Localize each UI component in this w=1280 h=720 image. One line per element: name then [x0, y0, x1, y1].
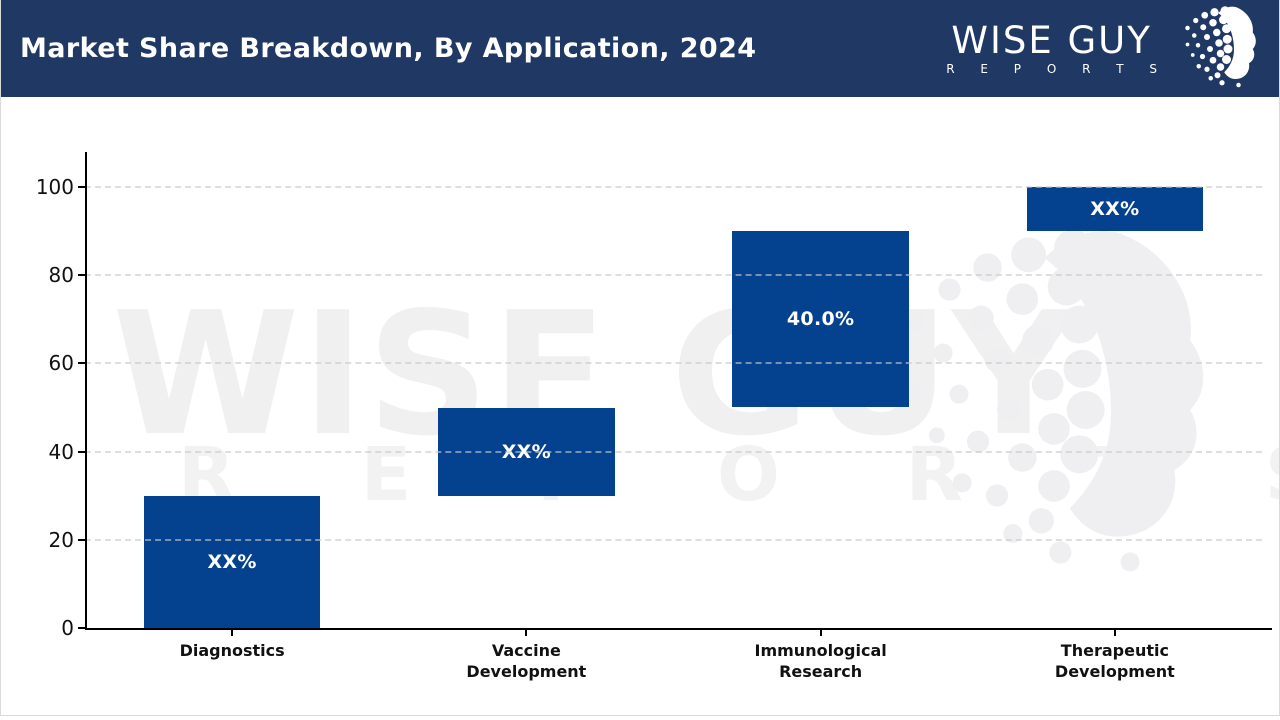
- y-tick-mark: [78, 362, 85, 365]
- y-gridline: [85, 538, 1262, 541]
- y-tick-label: 40: [48, 439, 74, 464]
- x-tick-mark: [1113, 629, 1116, 636]
- x-tick-mark: [231, 629, 234, 636]
- logo-wordmark: WISE GUY: [951, 18, 1152, 62]
- x-category-label-line: Vaccine: [491, 641, 561, 660]
- y-tick-mark: [78, 450, 85, 453]
- x-category-label-line: Development: [466, 662, 587, 681]
- x-category-label: Therapeutic Development: [985, 640, 1245, 682]
- x-axis-line: [85, 628, 1272, 630]
- y-gridline: [85, 362, 1262, 365]
- y-tick-mark: [78, 186, 85, 188]
- chart-title: Market Share Breakdown, By Application, …: [20, 33, 757, 64]
- bar: 40.0%: [732, 231, 909, 408]
- x-category-label-line: Diagnostics: [179, 641, 285, 660]
- x-category-label: Vaccine Development: [396, 640, 656, 682]
- x-category-label-line: Research: [779, 662, 863, 681]
- y-tick-mark: [78, 538, 85, 541]
- bar-value-label: 40.0%: [786, 308, 855, 331]
- y-tick-label: 0: [61, 616, 74, 640]
- x-category-label-line: Therapeutic: [1060, 641, 1169, 660]
- logo-subtitle: R E P O R T S: [946, 61, 1168, 76]
- bar-value-label: XX%: [1090, 198, 1140, 221]
- x-category-label-line: Development: [1054, 662, 1175, 681]
- x-category-label: Immunological Research: [691, 640, 951, 682]
- logo-head-icon: [1185, 5, 1256, 87]
- x-tick-mark: [819, 629, 822, 636]
- x-category-label: Diagnostics: [102, 640, 362, 661]
- y-tick-mark: [78, 627, 85, 629]
- y-tick-label: 20: [48, 527, 74, 552]
- y-gridline: [85, 450, 1262, 453]
- y-tick-label: 80: [48, 263, 74, 288]
- y-gridline: [85, 274, 1262, 277]
- brand-logo: WISE GUY R E P O R T S: [935, 0, 1262, 97]
- y-tick-label: 100: [35, 175, 74, 199]
- y-tick-mark: [78, 274, 85, 277]
- header-bar: Market Share Breakdown, By Application, …: [0, 0, 1280, 97]
- bar-value-label: XX%: [207, 550, 257, 573]
- y-tick-label: 60: [48, 351, 74, 376]
- bar: XX%: [143, 495, 321, 628]
- y-axis-line: [85, 152, 87, 630]
- x-category-label-line: Immunological: [754, 641, 887, 660]
- y-gridline: [85, 186, 1262, 188]
- bar: XX%: [1026, 187, 1204, 232]
- x-tick-mark: [525, 629, 528, 636]
